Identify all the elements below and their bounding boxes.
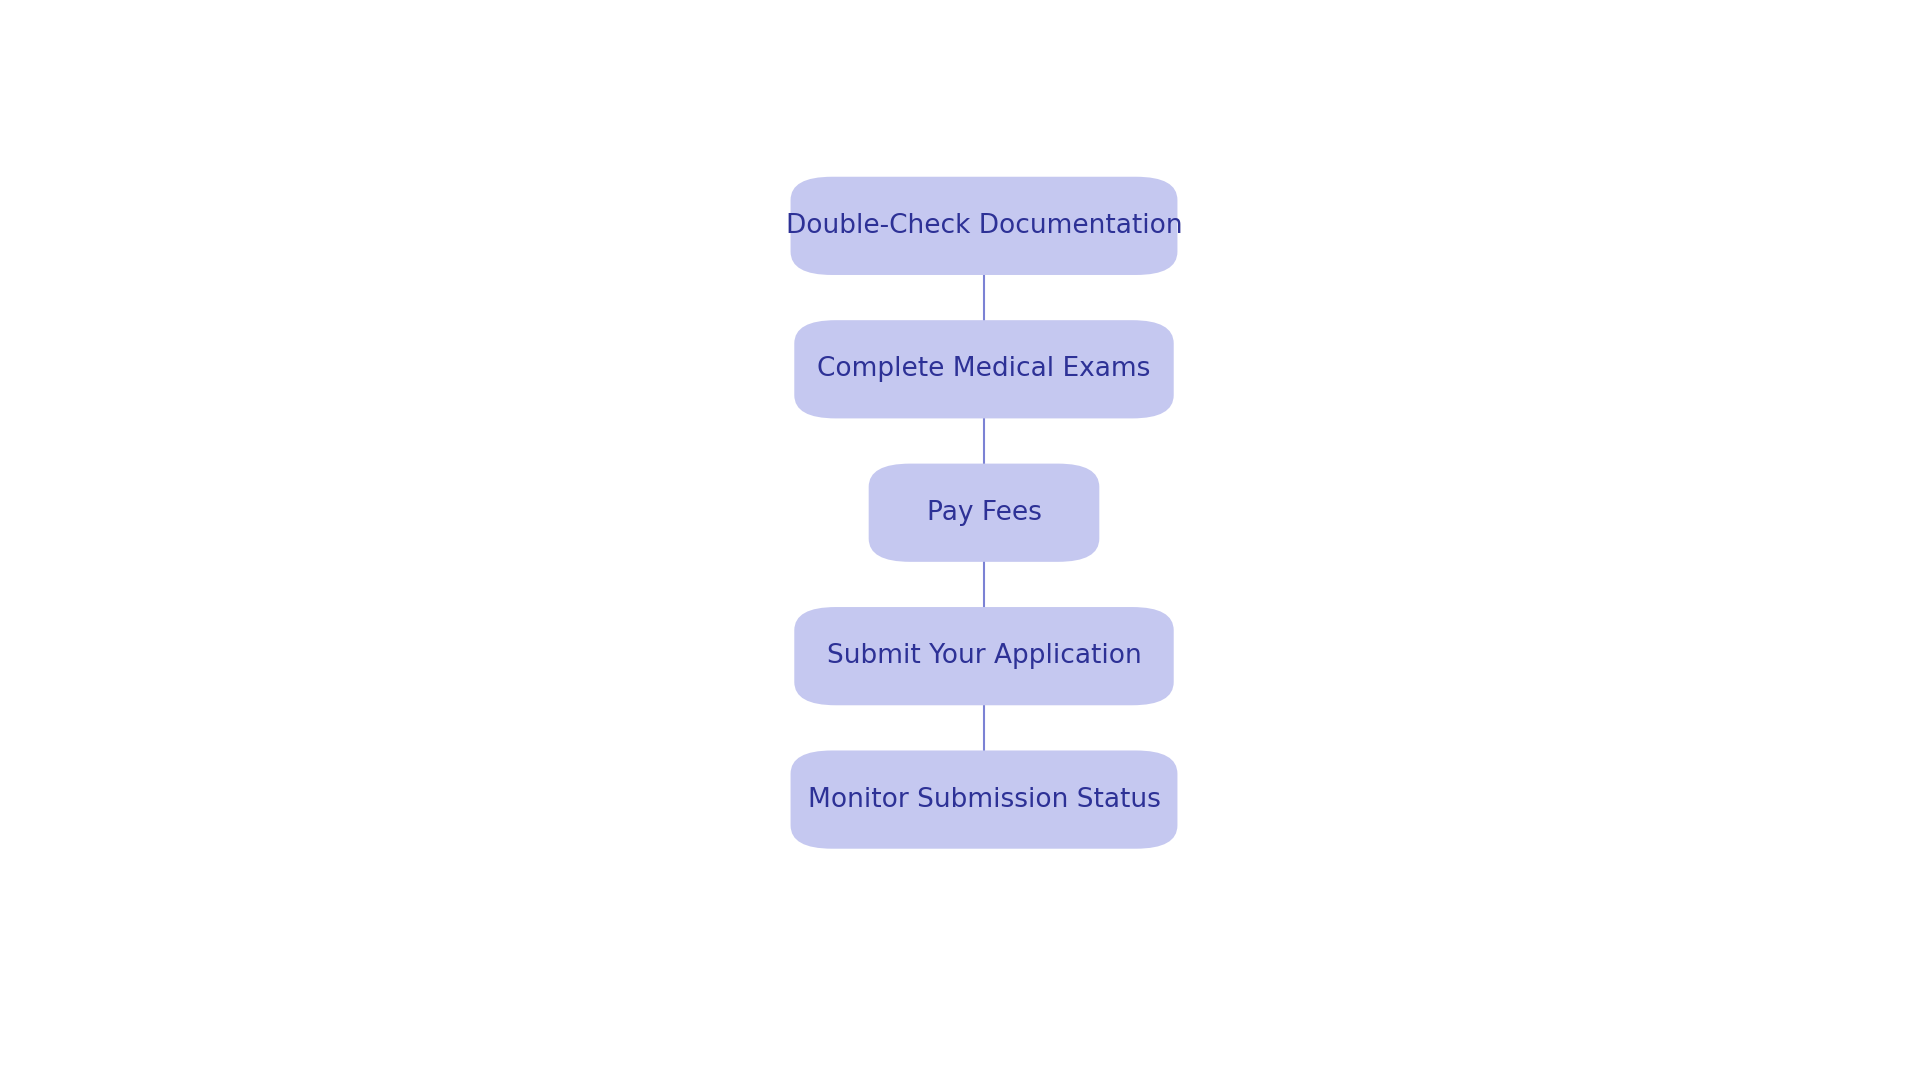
Text: Monitor Submission Status: Monitor Submission Status — [808, 786, 1160, 812]
Text: Complete Medical Exams: Complete Medical Exams — [818, 356, 1150, 382]
Text: Submit Your Application: Submit Your Application — [828, 643, 1140, 669]
FancyBboxPatch shape — [791, 751, 1177, 849]
FancyBboxPatch shape — [795, 608, 1173, 705]
Text: Double-Check Documentation: Double-Check Documentation — [785, 213, 1183, 239]
FancyBboxPatch shape — [868, 464, 1100, 562]
Text: Pay Fees: Pay Fees — [927, 499, 1041, 525]
FancyBboxPatch shape — [795, 321, 1173, 418]
FancyBboxPatch shape — [791, 177, 1177, 275]
